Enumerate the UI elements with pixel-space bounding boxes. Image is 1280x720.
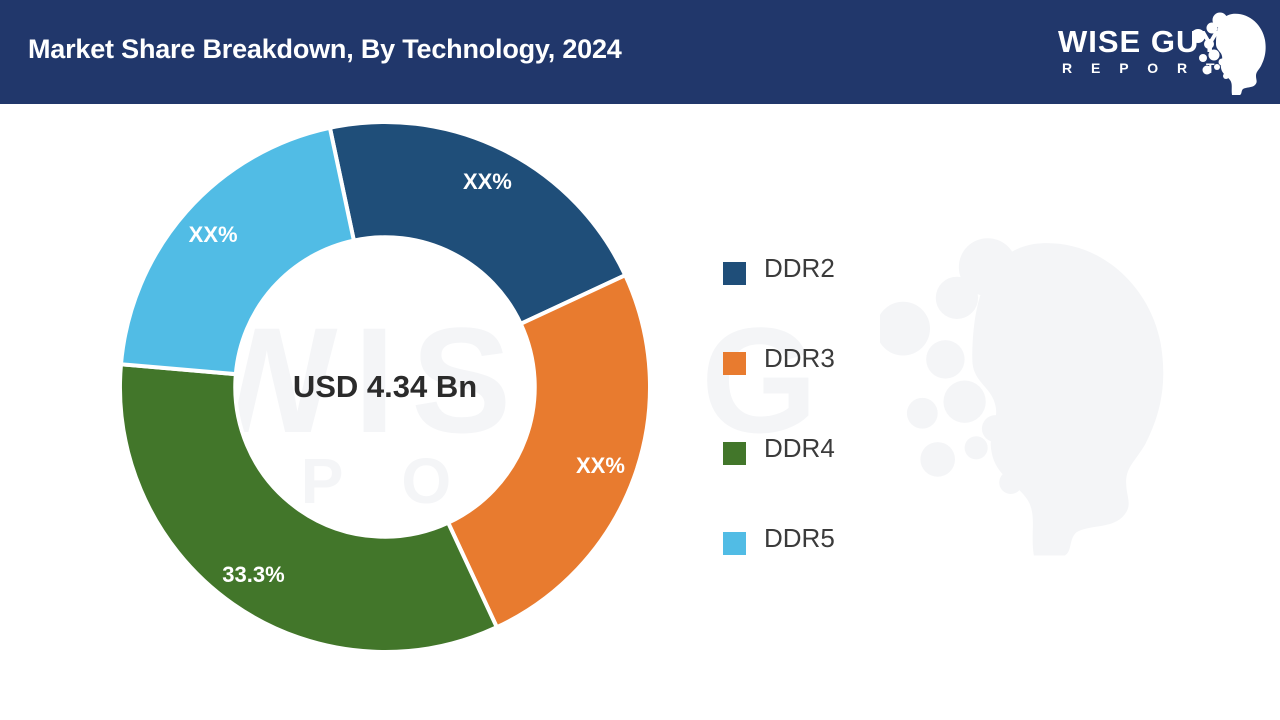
donut-center-label: USD 4.34 Bn	[292, 369, 478, 404]
legend-swatch-icon	[723, 352, 746, 375]
legend-label: DDR2	[764, 253, 835, 283]
donut-slice-ddr3[interactable]	[445, 272, 652, 630]
dotted-head-profile-watermark	[876, 224, 1180, 569]
page-header: Market Share Breakdown, By Technology, 2…	[0, 0, 1280, 104]
page-title: Market Share Breakdown, By Technology, 2…	[28, 34, 622, 64]
slice-label-ddr3: XX%	[576, 452, 625, 478]
brand-logo[interactable]: WISE GUY R E P O R T S	[1020, 6, 1272, 98]
legend-swatch-icon	[723, 532, 746, 555]
legend-item-ddr2[interactable]: DDR2	[723, 253, 943, 344]
legend-swatch-icon	[723, 442, 746, 465]
donut-slice-ddr5[interactable]	[118, 125, 357, 377]
slice-label-ddr4: 33.3%	[222, 561, 285, 587]
legend-label: DDR5	[764, 523, 835, 553]
legend-label: DDR4	[764, 433, 835, 463]
chart-body: WISE G EPO	[0, 104, 1280, 720]
donut-slice-ddr2[interactable]	[327, 120, 628, 327]
legend-item-ddr3[interactable]: DDR3	[723, 343, 943, 434]
logo-tagline: R E P O R T S	[1062, 60, 1251, 76]
legend-label: DDR3	[764, 343, 835, 373]
donut-chart: XX% XX% 33.3% XX% USD 4.34 Bn	[100, 104, 670, 672]
slice-label-ddr2: XX%	[462, 168, 512, 194]
legend-item-ddr4[interactable]: DDR4	[723, 433, 943, 524]
donut-slice-ddr4[interactable]	[118, 362, 500, 654]
legend-item-ddr5[interactable]: DDR5	[723, 523, 943, 614]
logo-wordmark: WISE GUY	[1058, 24, 1222, 59]
watermark-wordmark: WISE G	[196, 296, 834, 464]
donut-svg	[118, 120, 652, 654]
dotted-head-profile-icon	[1191, 10, 1270, 101]
chart-legend: DDR2 DDR3 DDR4 DDR5	[723, 253, 943, 614]
slice-label-ddr5: XX%	[188, 222, 238, 248]
legend-swatch-icon	[723, 262, 746, 285]
